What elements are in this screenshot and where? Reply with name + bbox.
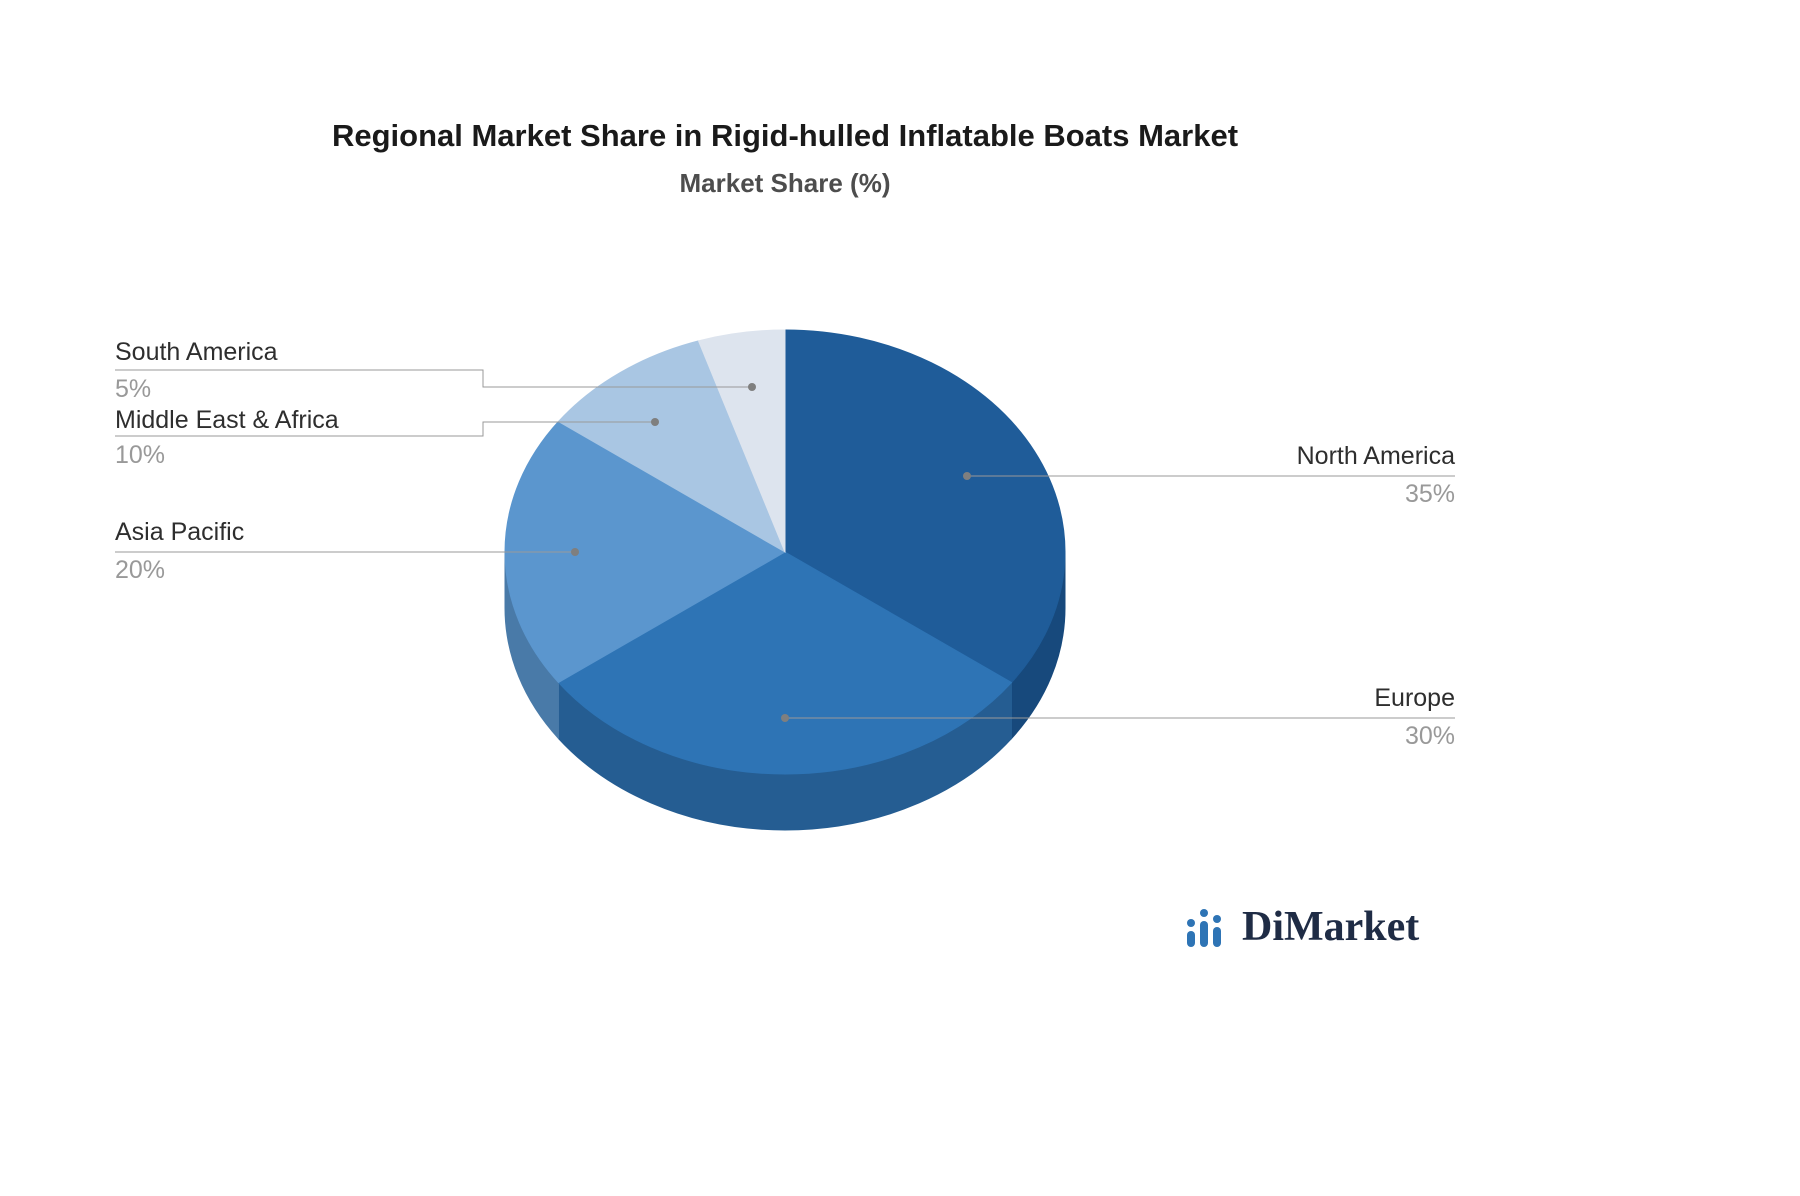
slice-label-europe: Europe — [1374, 684, 1455, 712]
bar-chart-icon — [1187, 909, 1221, 947]
logo-dot-3 — [1213, 915, 1221, 923]
pie-slice-middle-east-africa — [557, 340, 787, 554]
leader-dot-asia-pacific — [571, 548, 579, 556]
chart-subtitle: Market Share (%) — [679, 168, 891, 198]
slice-percent-middle-east-africa: 10% — [115, 441, 165, 469]
slice-label-middle-east-africa: Middle East & Africa — [115, 406, 339, 434]
leader-dot-north-america — [963, 472, 971, 480]
brand-logo: DiMarket — [1185, 903, 1419, 949]
slice-label-south-america: South America — [115, 338, 278, 366]
logo-dot-2 — [1200, 909, 1208, 917]
logo-dot-1 — [1187, 919, 1195, 927]
slice-percent-europe: 30% — [1405, 722, 1455, 750]
logo-bar-3 — [1213, 927, 1221, 947]
slice-percent-north-america: 35% — [1405, 480, 1455, 508]
logo-bar-2 — [1200, 921, 1208, 947]
pie-slice-north-america — [784, 329, 1066, 684]
brand-name: DiMarket — [1242, 903, 1420, 950]
pie-slice-south-america — [697, 329, 786, 553]
leader-line-south-america — [115, 369, 752, 388]
leader-dot-south-america — [748, 383, 756, 391]
chart-title: Regional Market Share in Rigid-hulled In… — [331, 118, 1239, 153]
leader-dot-europe — [781, 714, 789, 722]
slice-label-asia-pacific: Asia Pacific — [115, 518, 244, 546]
slice-label-north-america: North America — [1297, 442, 1455, 470]
leader-dot-middle-east-africa — [651, 418, 659, 426]
leader-line-middle-east-africa — [115, 421, 655, 437]
slice-percent-asia-pacific: 20% — [115, 556, 165, 584]
logo-bar-1 — [1187, 931, 1195, 947]
slice-percent-south-america: 5% — [115, 375, 151, 403]
